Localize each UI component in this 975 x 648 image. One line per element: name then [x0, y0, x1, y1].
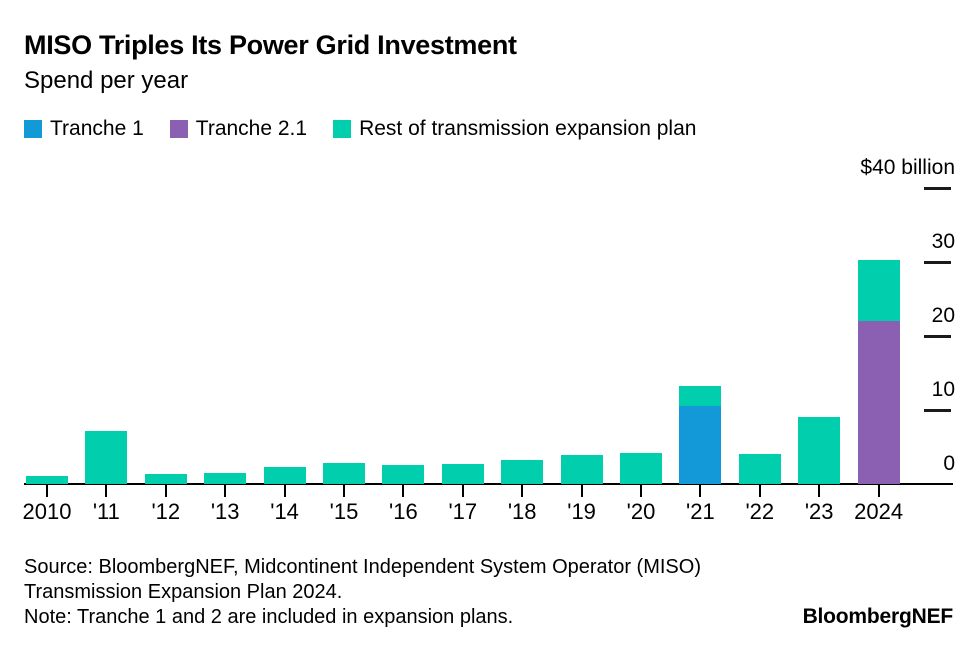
legend-swatch-icon	[24, 120, 42, 138]
x-axis-tick	[224, 484, 227, 497]
x-axis-tick	[521, 484, 524, 497]
bar-segment-rest-of-transmission-expansion-plan-2024	[857, 259, 900, 322]
bar-segment-rest-of-transmission-expansion-plan-12	[144, 473, 187, 484]
bar-segment-rest-of-transmission-expansion-plan-13	[204, 472, 247, 484]
y-axis-tick	[924, 409, 951, 412]
bar-segment-rest-of-transmission-expansion-plan-15	[323, 462, 365, 484]
bar-segment-rest-of-transmission-expansion-plan-11	[85, 430, 128, 484]
x-axis-label-22: '22	[745, 499, 775, 524]
x-axis-tick	[283, 484, 286, 497]
bar-segment-rest-of-transmission-expansion-plan-18	[501, 460, 544, 484]
bar-segment-rest-of-transmission-expansion-plan-21	[679, 385, 722, 407]
x-axis-tick	[699, 484, 702, 497]
x-axis-label-12: '12	[151, 499, 181, 524]
x-axis-tick	[758, 484, 761, 497]
legend-swatch-icon	[169, 120, 188, 138]
x-axis-tick	[580, 484, 583, 497]
bar-segment-rest-of-transmission-expansion-plan-22	[738, 453, 781, 484]
bar-segment-rest-of-transmission-expansion-plan-19	[560, 455, 603, 484]
x-axis-label-14: '14	[270, 499, 299, 524]
x-axis-tick	[461, 484, 464, 497]
bar-segment-rest-of-transmission-expansion-plan-16	[382, 464, 425, 484]
x-axis-tick	[105, 484, 108, 497]
x-axis-label-18: '18	[507, 499, 537, 524]
legend-label: Rest of transmission expansion plan	[359, 117, 697, 140]
x-axis-label-2024: 2024	[854, 499, 904, 524]
bar-segment-rest-of-transmission-expansion-plan-20	[620, 452, 662, 484]
source-line: Source: BloombergNEF, Midcontinent Indep…	[24, 556, 701, 578]
source-line: Transmission Expansion Plan 2024.	[24, 581, 343, 603]
y-axis-label: 0	[943, 452, 955, 475]
x-axis-label-13: '13	[210, 499, 240, 524]
bar-segment-tranche-2-1-2024	[857, 321, 900, 484]
x-axis-label-23: '23	[804, 499, 834, 524]
y-axis-label: 30	[931, 230, 955, 253]
x-axis-tick	[640, 484, 642, 497]
page-subtitle: Spend per year	[24, 67, 189, 94]
x-axis-label-15: '15	[329, 499, 359, 524]
legend: Tranche 1 Tranche 2.1 Rest of transmission…	[24, 117, 696, 141]
legend-item-tranche-2-1: Tranche 2.1	[169, 117, 308, 141]
source-note: Source: BloombergNEF, Midcontinent Indep…	[24, 555, 701, 630]
x-axis-tick	[343, 484, 345, 497]
y-axis-label: 10	[931, 378, 955, 401]
x-axis-label-2010: 2010	[22, 499, 72, 524]
legend-item-rest-of-transmission-expansion-plan: Rest of transmission expansion plan	[333, 117, 696, 141]
note-line: Note: Tranche 1 and 2 are included in ex…	[24, 606, 514, 628]
x-axis-label-17: '17	[448, 499, 478, 524]
legend-label: Tranche 1	[50, 117, 144, 140]
x-axis-tick	[46, 484, 48, 497]
bar-segment-rest-of-transmission-expansion-plan-2010	[26, 475, 68, 484]
y-axis-label: 20	[931, 304, 955, 327]
x-axis-line	[24, 483, 953, 485]
x-axis-tick	[877, 484, 880, 497]
page-title: MISO Triples Its Power Grid Investment	[24, 30, 517, 60]
y-axis-label: $40 billion	[860, 156, 955, 179]
legend-item-tranche-1: Tranche 1	[24, 117, 144, 141]
y-axis-tick	[924, 335, 951, 338]
bar-segment-tranche-1-21	[679, 406, 722, 484]
x-axis-tick	[818, 484, 821, 497]
y-axis-tick	[924, 187, 951, 190]
x-axis-label-11: '11	[92, 499, 120, 524]
y-axis-tick	[924, 261, 951, 264]
x-axis-label-21: '21	[686, 499, 715, 524]
x-axis-tick	[164, 484, 167, 497]
x-axis-label-19: '19	[567, 499, 596, 524]
bloombergnef-logo: BloombergNEF	[802, 605, 954, 628]
legend-label: Tranche 2.1	[195, 117, 308, 140]
x-axis-tick	[402, 484, 405, 497]
bar-segment-rest-of-transmission-expansion-plan-17	[441, 464, 484, 484]
x-axis-label-20: '20	[626, 499, 656, 524]
x-axis-label-16: '16	[389, 499, 418, 524]
bar-segment-rest-of-transmission-expansion-plan-14	[263, 466, 306, 484]
legend-swatch-icon	[333, 120, 352, 138]
bar-segment-rest-of-transmission-expansion-plan-23	[798, 416, 841, 484]
